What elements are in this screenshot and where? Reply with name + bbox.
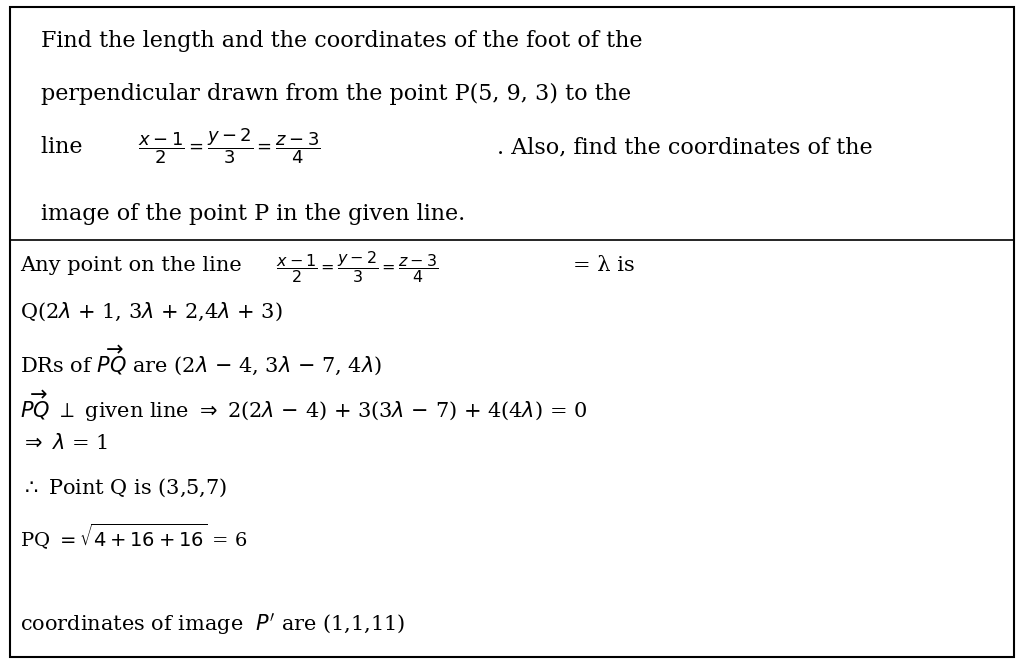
Text: Find the length and the coordinates of the foot of the: Find the length and the coordinates of t…: [41, 30, 642, 52]
Text: = λ is: = λ is: [573, 256, 635, 275]
Text: $\Rightarrow$ $\lambda$ = 1: $\Rightarrow$ $\lambda$ = 1: [20, 433, 109, 453]
Text: $\dfrac{x-1}{2}=\dfrac{y-2}{3}=\dfrac{z-3}{4}$: $\dfrac{x-1}{2}=\dfrac{y-2}{3}=\dfrac{z-…: [276, 249, 439, 285]
Text: $\therefore$ Point Q is (3,5,7): $\therefore$ Point Q is (3,5,7): [20, 477, 227, 499]
Text: image of the point P in the given line.: image of the point P in the given line.: [41, 203, 465, 224]
Text: $\dfrac{x-1}{2}=\dfrac{y-2}{3}=\dfrac{z-3}{4}$: $\dfrac{x-1}{2}=\dfrac{y-2}{3}=\dfrac{z-…: [138, 126, 321, 166]
Text: DRs of $\overrightarrow{PQ}$ are (2$\lambda$ $-$ 4, 3$\lambda$ $-$ 7, 4$\lambda$: DRs of $\overrightarrow{PQ}$ are (2$\lam…: [20, 344, 382, 378]
Text: $\overrightarrow{PQ}$ $\perp$ given line $\Rightarrow$ 2(2$\lambda$ $-$ 4) + 3(3: $\overrightarrow{PQ}$ $\perp$ given line…: [20, 388, 588, 424]
Text: coordinates of image  $P'$ are (1,1,11): coordinates of image $P'$ are (1,1,11): [20, 611, 406, 637]
Text: Q(2$\lambda$ + 1, 3$\lambda$ + 2,4$\lambda$ + 3): Q(2$\lambda$ + 1, 3$\lambda$ + 2,4$\lamb…: [20, 300, 284, 323]
Text: Any point on the line: Any point on the line: [20, 256, 249, 275]
Text: line: line: [41, 136, 89, 158]
Text: perpendicular drawn from the point P(5, 9, 3) to the: perpendicular drawn from the point P(5, …: [41, 83, 631, 105]
Text: PQ $= \sqrt{4 + 16 + 16}$ = 6: PQ $= \sqrt{4 + 16 + 16}$ = 6: [20, 521, 248, 551]
Text: . Also, find the coordinates of the: . Also, find the coordinates of the: [497, 136, 872, 158]
FancyBboxPatch shape: [10, 7, 1014, 657]
